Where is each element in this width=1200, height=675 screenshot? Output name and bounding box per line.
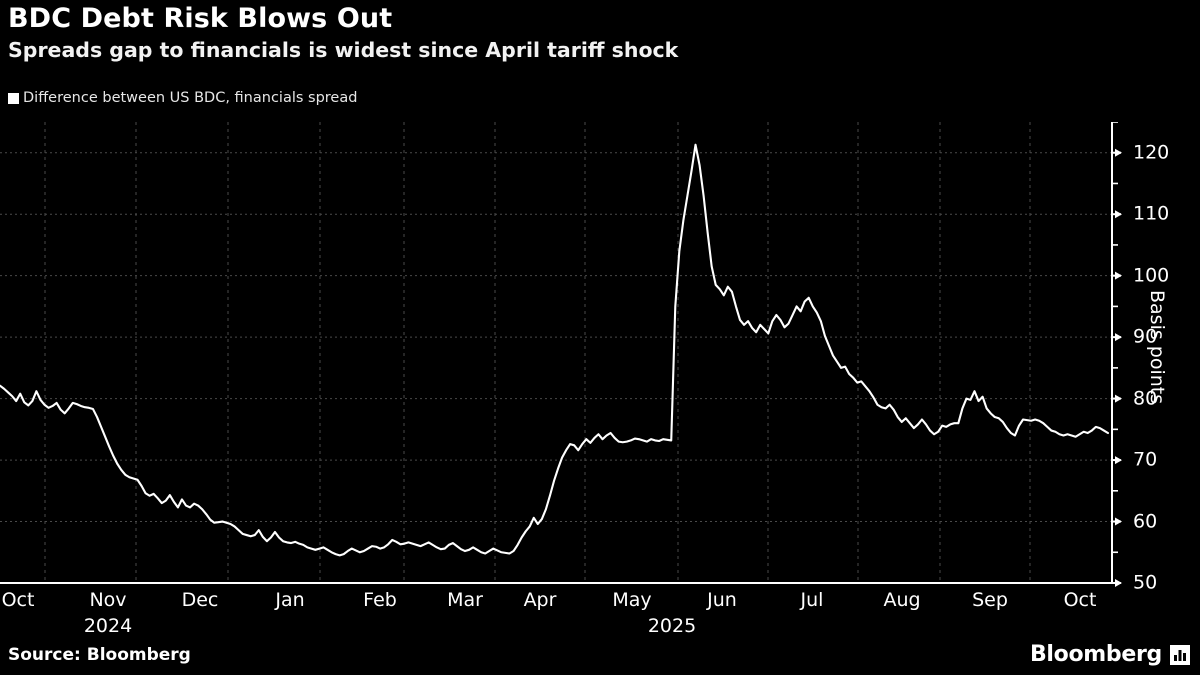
- x-axis-tick-label: Feb: [363, 589, 397, 611]
- chart-legend: Difference between US BDC, financials sp…: [8, 90, 357, 106]
- line-chart-svg: [0, 122, 1122, 587]
- series-line-difference-us-bdc-financials-spread: [0, 143, 1110, 557]
- x-axis-tick-label: Aug: [883, 589, 921, 611]
- y-axis-tick-label: 50: [1133, 571, 1158, 594]
- legend-item-label: Difference between US BDC, financials sp…: [23, 90, 358, 106]
- x-axis-year-label: 2024: [83, 615, 133, 637]
- y-axis-tick-label: 90: [1133, 325, 1158, 348]
- y-axis-tick-label: 110: [1133, 202, 1170, 225]
- x-axis-year-labels: 2024 2025: [0, 614, 1200, 640]
- chart-header: BDC Debt Risk Blows Out Spreads gap to f…: [8, 0, 1200, 63]
- x-axis-tick-label: Mar: [447, 589, 483, 611]
- x-axis-tick-label: Jan: [275, 589, 305, 611]
- x-axis-labels: Oct Nov Dec Jan Feb Mar Apr May Jun Jul Aug Sep Oct: [0, 588, 1200, 614]
- x-axis-tick-label: Oct: [1, 589, 35, 611]
- y-axis-tick-label: 100: [1133, 264, 1170, 287]
- y-axis-ticks: [1112, 122, 1122, 587]
- x-axis-tick-label: Sep: [972, 589, 1008, 611]
- horizontal-gridlines: [0, 152, 1112, 584]
- x-axis-tick-label: Dec: [181, 589, 219, 611]
- x-axis-tick-label: Nov: [89, 589, 127, 611]
- y-axis-tick-label: 80: [1133, 387, 1158, 410]
- bloomberg-branding: Bloomberg: [1030, 643, 1190, 667]
- page-title: BDC Debt Risk Blows Out: [8, 3, 393, 34]
- x-axis-tick-label: May: [612, 589, 652, 611]
- brand-name: Bloomberg: [1029, 642, 1162, 667]
- x-axis-tick-label: Jul: [800, 589, 824, 611]
- axis-lines: [0, 122, 1113, 584]
- bloomberg-terminal-icon: [1170, 645, 1190, 665]
- plot-area: [0, 122, 1200, 592]
- vertical-gridlines: [44, 122, 1031, 583]
- legend-square-swatch-icon: [8, 92, 19, 104]
- y-axis-tick-label: 120: [1133, 141, 1170, 164]
- x-axis-tick-label: Jun: [707, 589, 737, 611]
- y-axis-title: Basis points: [1146, 290, 1168, 405]
- source-note: Source: Bloomberg: [8, 645, 191, 665]
- y-axis-tick-label: 70: [1133, 448, 1158, 471]
- x-axis-year-label: 2025: [647, 615, 697, 637]
- x-axis-tick-label: Oct: [1063, 589, 1097, 611]
- chart-subtitle: Spreads gap to financials is widest sinc…: [8, 38, 679, 62]
- y-axis-tick-label: 60: [1133, 510, 1158, 533]
- x-axis-tick-label: Apr: [523, 589, 557, 611]
